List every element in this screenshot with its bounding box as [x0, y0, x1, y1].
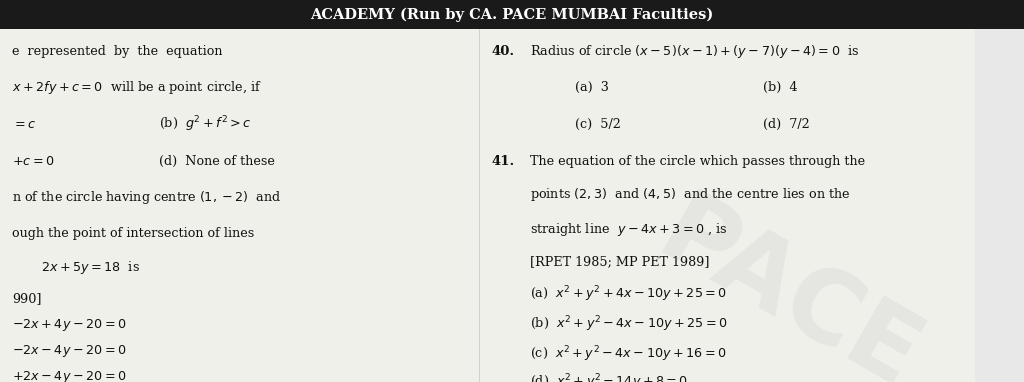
Text: 990]: 990]	[12, 292, 42, 305]
Text: ACADEMY (Run by CA. PACE MUMBAI Faculties): ACADEMY (Run by CA. PACE MUMBAI Facultie…	[310, 7, 714, 22]
Text: straight line  $y-4x+3=0$ , is: straight line $y-4x+3=0$ , is	[530, 221, 728, 238]
Text: ough the point of intersection of lines: ough the point of intersection of lines	[12, 227, 255, 240]
Text: $-2x-4y-20=0$: $-2x-4y-20=0$	[12, 343, 127, 359]
Bar	[975, 0, 1024, 382]
Text: The equation of the circle which passes through the: The equation of the circle which passes …	[530, 155, 865, 168]
Text: $+c=0$: $+c=0$	[12, 155, 55, 168]
Text: (d)  None of these: (d) None of these	[159, 155, 274, 168]
Text: $2x+5y=18$  is: $2x+5y=18$ is	[41, 259, 140, 276]
Text: (a)  $x^2+y^2+4x-10y+25=0$: (a) $x^2+y^2+4x-10y+25=0$	[530, 284, 727, 304]
Text: n of the circle having centre $(1,-2)$  and: n of the circle having centre $(1,-2)$ a…	[12, 189, 282, 206]
Text: $x+2fy+c=0$  will be a point circle, if: $x+2fy+c=0$ will be a point circle, if	[12, 79, 262, 96]
Text: [RPET 1985; MP PET 1989]: [RPET 1985; MP PET 1989]	[530, 255, 710, 268]
Text: (b)  $x^2+y^2-4x-10y+25=0$: (b) $x^2+y^2-4x-10y+25=0$	[530, 315, 728, 335]
Text: (b)  4: (b) 4	[763, 81, 798, 94]
Text: points $(2,3)$  and $(4,5)$  and the centre lies on the: points $(2,3)$ and $(4,5)$ and the centr…	[530, 186, 851, 203]
Text: $+2x-4y-20=0$: $+2x-4y-20=0$	[12, 369, 127, 382]
Text: (d)  $x^2+y^2-14y+8=0$: (d) $x^2+y^2-14y+8=0$	[530, 372, 689, 382]
Text: (c)  5/2: (c) 5/2	[575, 118, 622, 131]
Text: (c)  $x^2+y^2-4x-10y+16=0$: (c) $x^2+y^2-4x-10y+16=0$	[530, 344, 727, 364]
Bar	[0, 0, 1024, 29]
Text: (d)  7/2: (d) 7/2	[763, 118, 810, 131]
Text: $-2x+4y-20=0$: $-2x+4y-20=0$	[12, 317, 127, 333]
Text: $=c$: $=c$	[12, 118, 37, 131]
Text: (a)  3: (a) 3	[575, 81, 609, 94]
Text: 40.: 40.	[492, 45, 515, 58]
Text: e  represented  by  the  equation: e represented by the equation	[12, 45, 223, 58]
Text: Radius of circle $(x-5)(x-1)+(y-7)(y-4)=0$  is: Radius of circle $(x-5)(x-1)+(y-7)(y-4)=…	[530, 43, 860, 60]
Text: 41.: 41.	[492, 155, 515, 168]
Text: (b)  $g^2+f^2>c$: (b) $g^2+f^2>c$	[159, 114, 251, 134]
Text: PACE: PACE	[642, 185, 935, 382]
